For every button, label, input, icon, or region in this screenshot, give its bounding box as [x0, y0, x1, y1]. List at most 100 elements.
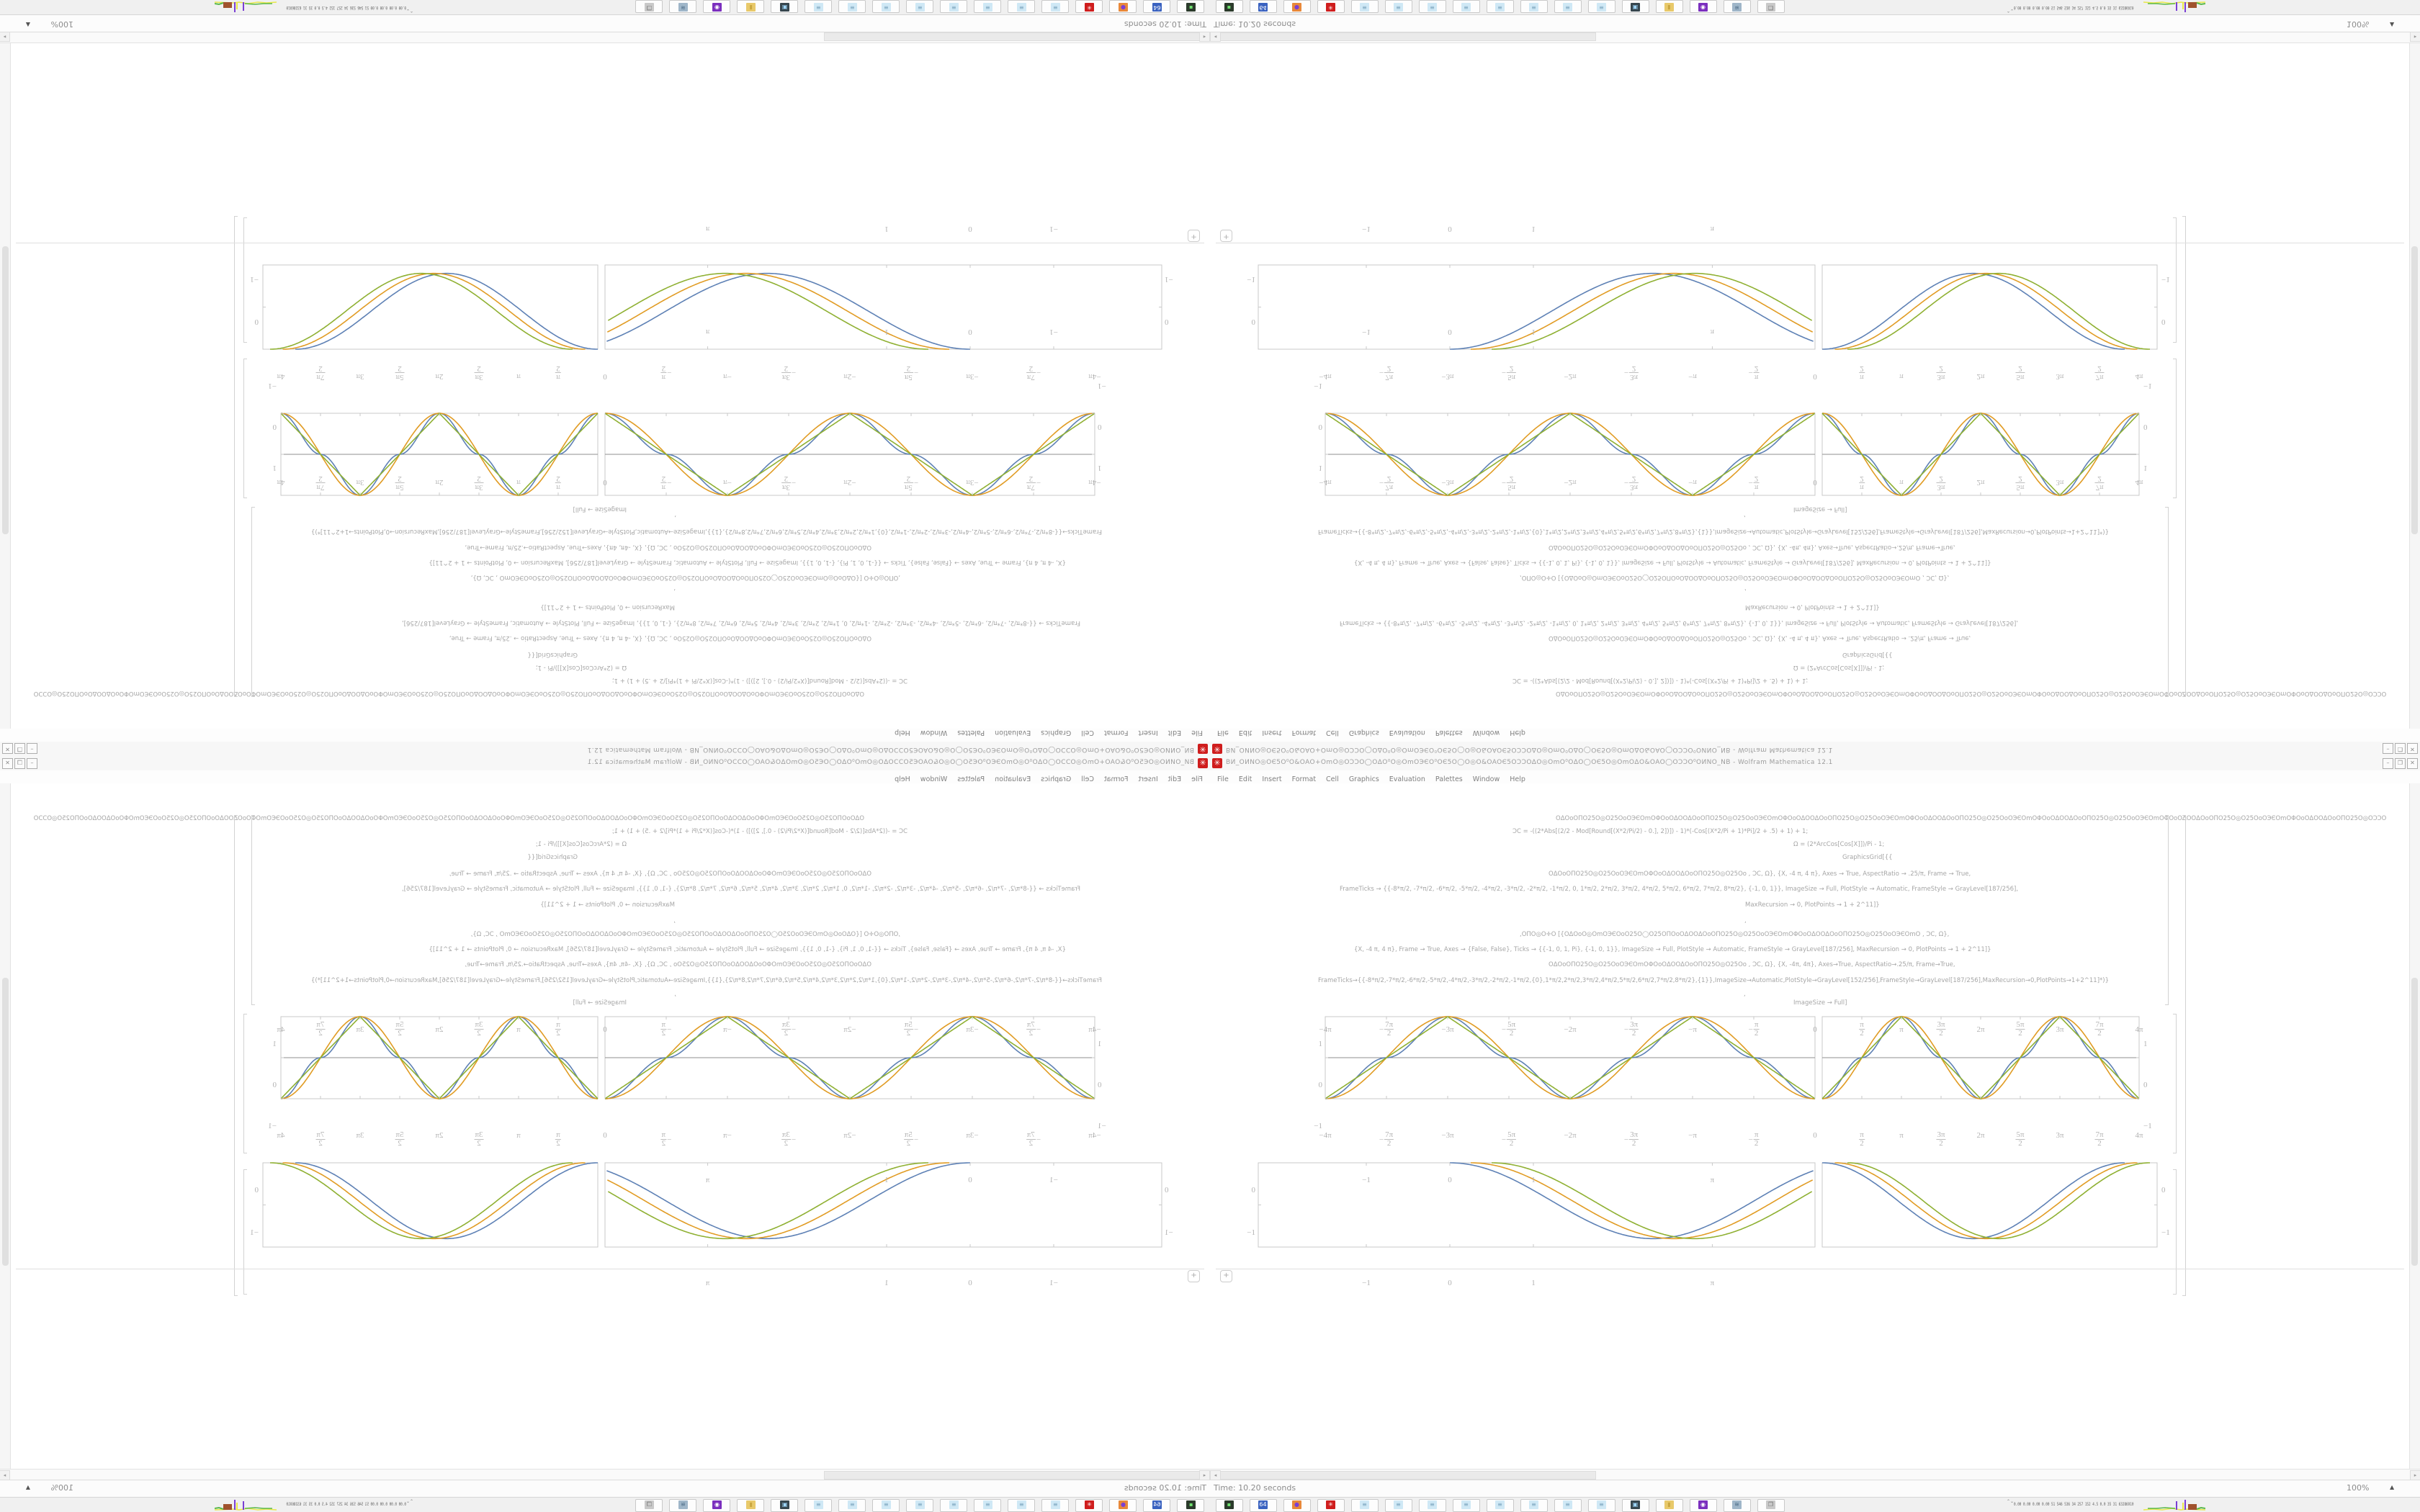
taskbar-button-notes-icon[interactable]: ≡	[1385, 0, 1412, 13]
cell-bracket-code[interactable]	[251, 815, 255, 1005]
code-line[interactable]: ,	[1744, 917, 1747, 924]
taskbar-button-notes-icon[interactable]: ≡	[906, 0, 933, 13]
taskbar-button-notes-icon[interactable]: ≡	[838, 1499, 866, 1512]
insert-cell-button[interactable]: +	[1220, 230, 1232, 242]
taskbar-button-floppy64-icon[interactable]: 64	[1143, 1499, 1170, 1512]
taskbar-button-mathematica-icon[interactable]: ✳	[1317, 0, 1345, 13]
taskbar-button-firefox-icon[interactable]: ●	[1283, 1499, 1311, 1512]
taskbar-button-scroll-icon[interactable]: ≋	[1724, 1499, 1751, 1512]
minimize-button[interactable]: –	[27, 758, 37, 769]
horizontal-scrollbar-thumb[interactable]	[1220, 1471, 1596, 1480]
cell-bracket-code[interactable]	[251, 507, 255, 697]
window-titlebar[interactable]: ✳ BИ_OИNO◎OЄ5O⁰O&OAO+OmO◎OƆƆO◯OΔO⁰O◎OmOЭ…	[1210, 756, 2420, 771]
cell-bracket-plot-row-b[interactable]	[2173, 217, 2177, 343]
taskbar-button-display-icon[interactable]: ▣	[1622, 0, 1649, 13]
taskbar-button-terminal-icon[interactable]: ▪	[1177, 1499, 1204, 1512]
magnification-value[interactable]: 100%	[50, 19, 73, 29]
horizontal-scrollbar-thumb[interactable]	[824, 32, 1200, 41]
taskbar-button-notes-icon[interactable]: ≡	[1554, 1499, 1582, 1512]
code-line[interactable]: GraphicsGrid[{{	[527, 854, 578, 861]
code-line[interactable]: OΔOoOΠO25O◎O25OoOЭЄOmOΦOoOΔOOΔOoOΠO25O◎O…	[1549, 544, 1955, 551]
window-titlebar[interactable]: ✳ BИ_OИNO◎OЄ5O⁰O&OAO+OmO◎OƆƆO◯OΔO⁰O◎OmOЭ…	[0, 756, 1210, 771]
window-titlebar[interactable]: ✳ BИ_OИNO◎OЄ5O⁰O&OAO+OmO◎OƆƆO◯OΔO⁰O◎OmOЭ…	[0, 741, 1210, 756]
horizontal-scrollbar[interactable]: ◂ ▸	[1210, 31, 2420, 43]
menu-insert[interactable]: Insert	[1262, 775, 1282, 783]
menu-window[interactable]: Window	[1472, 775, 1500, 783]
menu-help[interactable]: Help	[1510, 775, 1525, 783]
menu-cell[interactable]: Cell	[1326, 775, 1339, 783]
horizontal-scrollbar-thumb[interactable]	[824, 1471, 1200, 1480]
restore-button[interactable]: ❐	[2395, 758, 2406, 769]
cell-bracket-plot-row-a[interactable]	[2173, 359, 2177, 498]
code-line[interactable]: ,OΠO◎O✛O [{OΔOoO◎OmOЭЄOoO25O◯O25OΠOoOΔOO…	[1520, 931, 1950, 938]
taskbar-button-floppy64-icon[interactable]: 64	[1143, 0, 1170, 13]
code-line[interactable]: {X, -4 π, 4 π}, Frame → True, Axes → {Fa…	[429, 946, 1066, 953]
taskbar-button-floppy64-icon[interactable]: 64	[1250, 1499, 1277, 1512]
taskbar-button-notes-icon[interactable]: ≡	[1588, 1499, 1615, 1512]
magnification-value[interactable]: 100%	[50, 1483, 73, 1493]
taskbar-button-firefox-icon[interactable]: ●	[1109, 1499, 1137, 1512]
taskbar-button-notes-icon[interactable]: ≡	[1041, 1499, 1069, 1512]
code-line[interactable]: OΔOoOΠO25O◎O25OoOЭЄOmOΦOoOΔOOΔOoOΠO25O◎O…	[33, 815, 864, 822]
code-line[interactable]: ,	[673, 588, 676, 595]
code-line[interactable]: GraphicsGrid[{{	[1842, 854, 1893, 861]
code-line[interactable]: {X, -4 π, 4 π}, Frame → True, Axes → {Fa…	[1354, 946, 1991, 953]
menu-edit[interactable]: Edit	[1238, 775, 1252, 783]
taskbar-button-folder-icon[interactable]: ▮	[737, 1499, 764, 1512]
taskbar-button-mathematica-icon[interactable]: ✳	[1075, 0, 1103, 13]
restore-button[interactable]: ❐	[14, 743, 25, 754]
vertical-scrollbar[interactable]	[0, 783, 11, 1469]
code-line[interactable]: Ω = (2*ArcCos[Cos[X]])/Pi - 1;	[535, 841, 627, 848]
taskbar-button-notes-icon[interactable]: ≡	[1041, 0, 1069, 13]
code-line[interactable]: ƆC = -((2*Abs[(2/2 - Mod[Round[(X*2/Pi/2…	[611, 677, 908, 684]
taskbar-button-notes-icon[interactable]: ≡	[1554, 0, 1582, 13]
menu-evaluation[interactable]: Evaluation	[1389, 775, 1425, 783]
vertical-scrollbar[interactable]	[2409, 783, 2420, 1469]
restore-button[interactable]: ❐	[2395, 743, 2406, 754]
scroll-right-button[interactable]: ▸	[2410, 1470, 2420, 1480]
taskbar-button-notes-icon[interactable]: ≡	[805, 0, 832, 13]
taskbar-button-folder-icon[interactable]: ▮	[737, 0, 764, 13]
cell-bracket-group[interactable]	[2182, 815, 2186, 1296]
taskbar-button-folder-icon[interactable]: ▮	[1656, 0, 1683, 13]
taskbar-button-avatar-icon[interactable]: ◉	[1690, 1499, 1717, 1512]
window-titlebar[interactable]: ✳ BИ_OИNO◎OЄ5O⁰O&OAO+OmO◎OƆƆO◯OΔO⁰O◎OmOЭ…	[1210, 741, 2420, 756]
code-line[interactable]: OΔOoOΠO25O◎O25OoOЭЄOmOΦOoOΔOOΔOoOΠO25O◎O…	[33, 690, 864, 697]
code-line[interactable]: OΔOoOΠO25O◎O25OoOЭЄOmOΦOoOΔOOΔOoOΠO25O◎O…	[465, 961, 871, 968]
taskbar-button-notes-icon[interactable]: ≡	[872, 0, 900, 13]
code-line[interactable]: Ω = (2*ArcCos[Cos[X]])/Pi - 1;	[1793, 841, 1885, 848]
taskbar-button-floppy64-icon[interactable]: 64	[1250, 0, 1277, 13]
taskbar-button-terminal-icon[interactable]: ▪	[1177, 0, 1204, 13]
horizontal-scrollbar-thumb[interactable]	[1220, 32, 1596, 41]
taskbar-button-notes-icon[interactable]: ≡	[1008, 0, 1035, 13]
code-line[interactable]: ƆC = -((2*Abs[(2/2 - Mod[Round[(X*2/Pi/2…	[1512, 828, 1809, 835]
code-line[interactable]: OΔOoOΠO25O◎O25OoOЭЄOmOΦOoOΔOOΔOoOΠO25O◎O…	[1549, 634, 1971, 642]
menu-palettes[interactable]: Palettes	[1435, 775, 1463, 783]
taskbar-button-notes-icon[interactable]: ≡	[1588, 0, 1615, 13]
taskbar-button-notes-icon[interactable]: ≡	[1008, 1499, 1035, 1512]
code-line[interactable]: FrameTicks→{{-8*π/2,-7*π/2,-6*π/2,-5*π/2…	[311, 528, 1102, 535]
code-line[interactable]: ,OΠO◎O✛O [{OΔOoO◎OmOЭЄOoO25O◯O25OΠOoOΔOO…	[470, 931, 900, 938]
code-line[interactable]: FrameTicks → {{-8*π/2, -7*π/2, -6*π/2, -…	[401, 619, 1080, 626]
taskbar-button-notes-icon[interactable]: ≡	[872, 1499, 900, 1512]
taskbar-button-avatar-icon[interactable]: ◉	[1690, 0, 1717, 13]
magnification-value[interactable]: 100%	[2347, 19, 2370, 29]
cell-bracket-plot-row-b[interactable]	[243, 1169, 247, 1295]
vertical-scrollbar-thumb[interactable]	[2, 246, 9, 534]
taskbar-button-notes-icon[interactable]: ≡	[1453, 1499, 1480, 1512]
code-line[interactable]: ImageSize → Full]	[573, 999, 627, 1007]
menu-graphics[interactable]: Graphics	[1348, 775, 1379, 783]
taskbar-button-notes-icon[interactable]: ≡	[1385, 1499, 1412, 1512]
notebook-content[interactable]: −4π −4π −7π 2 −7π 2 −3π −3π −5π 2 −5π 2 −2π −2π −3π 2 −3…	[10, 43, 1210, 729]
scroll-right-button[interactable]: ▸	[0, 1470, 10, 1480]
taskbar-button-notes-icon[interactable]: ≡	[974, 1499, 1001, 1512]
vertical-scrollbar[interactable]	[2409, 43, 2420, 729]
taskbar-button-notes-icon[interactable]: ≡	[1419, 1499, 1446, 1512]
code-line[interactable]: OΔOoOΠO25O◎O25OoOЭЄOmOΦOoOΔOOΔOoOΠO25O◎O…	[465, 544, 871, 551]
code-line[interactable]: OΔOoOΠO25O◎O25OoOЭЄOmOΦOoOΔOOΔOoOΠO25O◎O…	[1556, 690, 2387, 697]
cell-bracket-plot-row-a[interactable]	[243, 359, 247, 498]
taskbar-button-notes-icon[interactable]: ≡	[974, 0, 1001, 13]
magnification-value[interactable]: 100%	[2347, 1483, 2370, 1493]
notebook-content[interactable]: −4π −4π −7π 2 −7π 2 −3π −3π −5π 2 −5π 2 −2π −2π −3π 2 −3…	[1210, 783, 2410, 1469]
taskbar-button-firefox-icon[interactable]: ●	[1283, 0, 1311, 13]
